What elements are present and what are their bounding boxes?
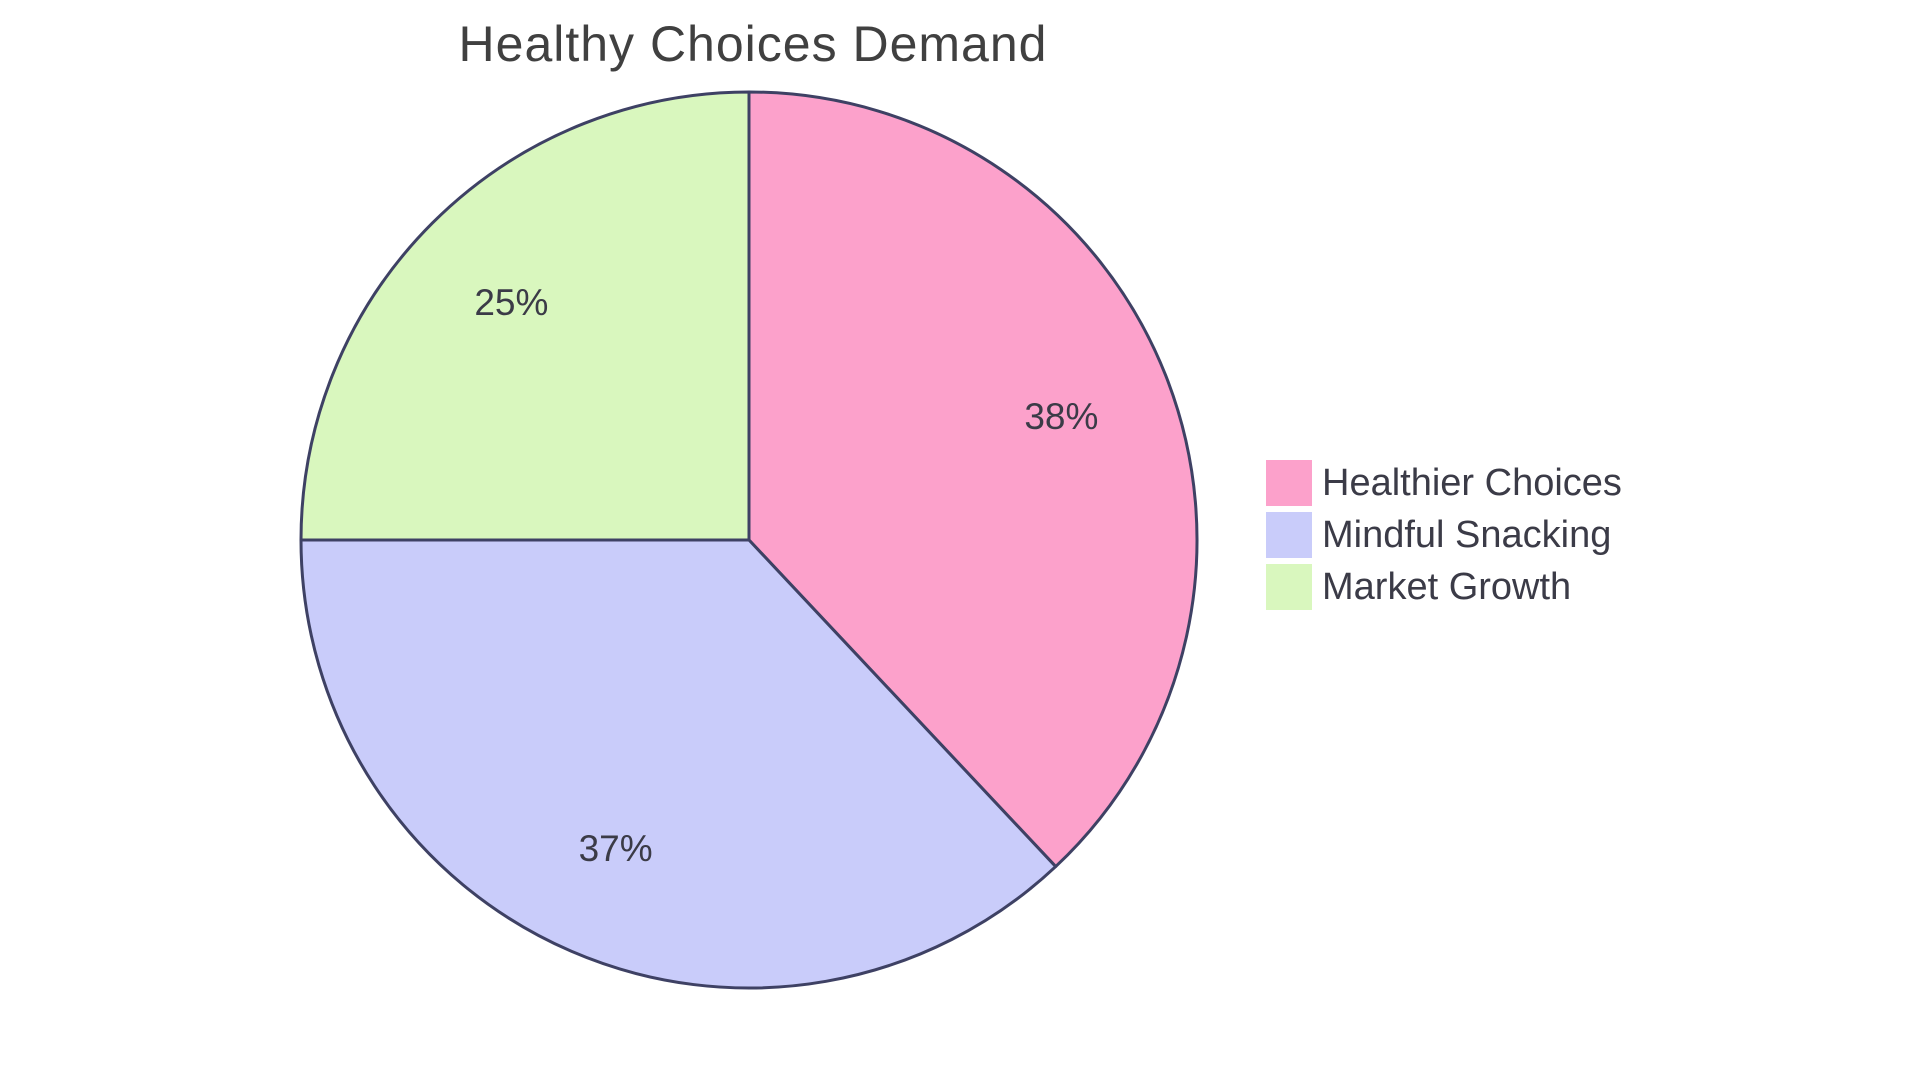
legend-swatch-healthier-choices [1266,460,1312,506]
pie-pct-label-market-growth: 25% [474,282,548,323]
legend-label: Market Growth [1322,566,1572,608]
legend-item-mindful-snacking: Mindful Snacking [1266,512,1622,558]
legend-item-market-growth: Market Growth [1266,564,1622,610]
pie-slice-mindful-snacking [299,538,1058,990]
legend-label: Healthier Choices [1322,462,1622,504]
legend-item-healthier-choices: Healthier Choices [1266,460,1622,506]
legend-label: Mindful Snacking [1322,514,1612,556]
pie-slice-market-growth [299,90,751,542]
pie-pct-label-healthier-choices: 38% [1024,396,1098,437]
pie-pct-label-mindful-snacking: 37% [579,828,653,869]
legend: Healthier Choices Mindful Snacking Marke… [1266,460,1622,610]
legend-swatch-mindful-snacking [1266,512,1312,558]
chart-title: Healthy Choices Demand [458,16,1048,72]
legend-swatch-market-growth [1266,564,1312,610]
pie-slice-healthier-choices [747,90,1199,869]
